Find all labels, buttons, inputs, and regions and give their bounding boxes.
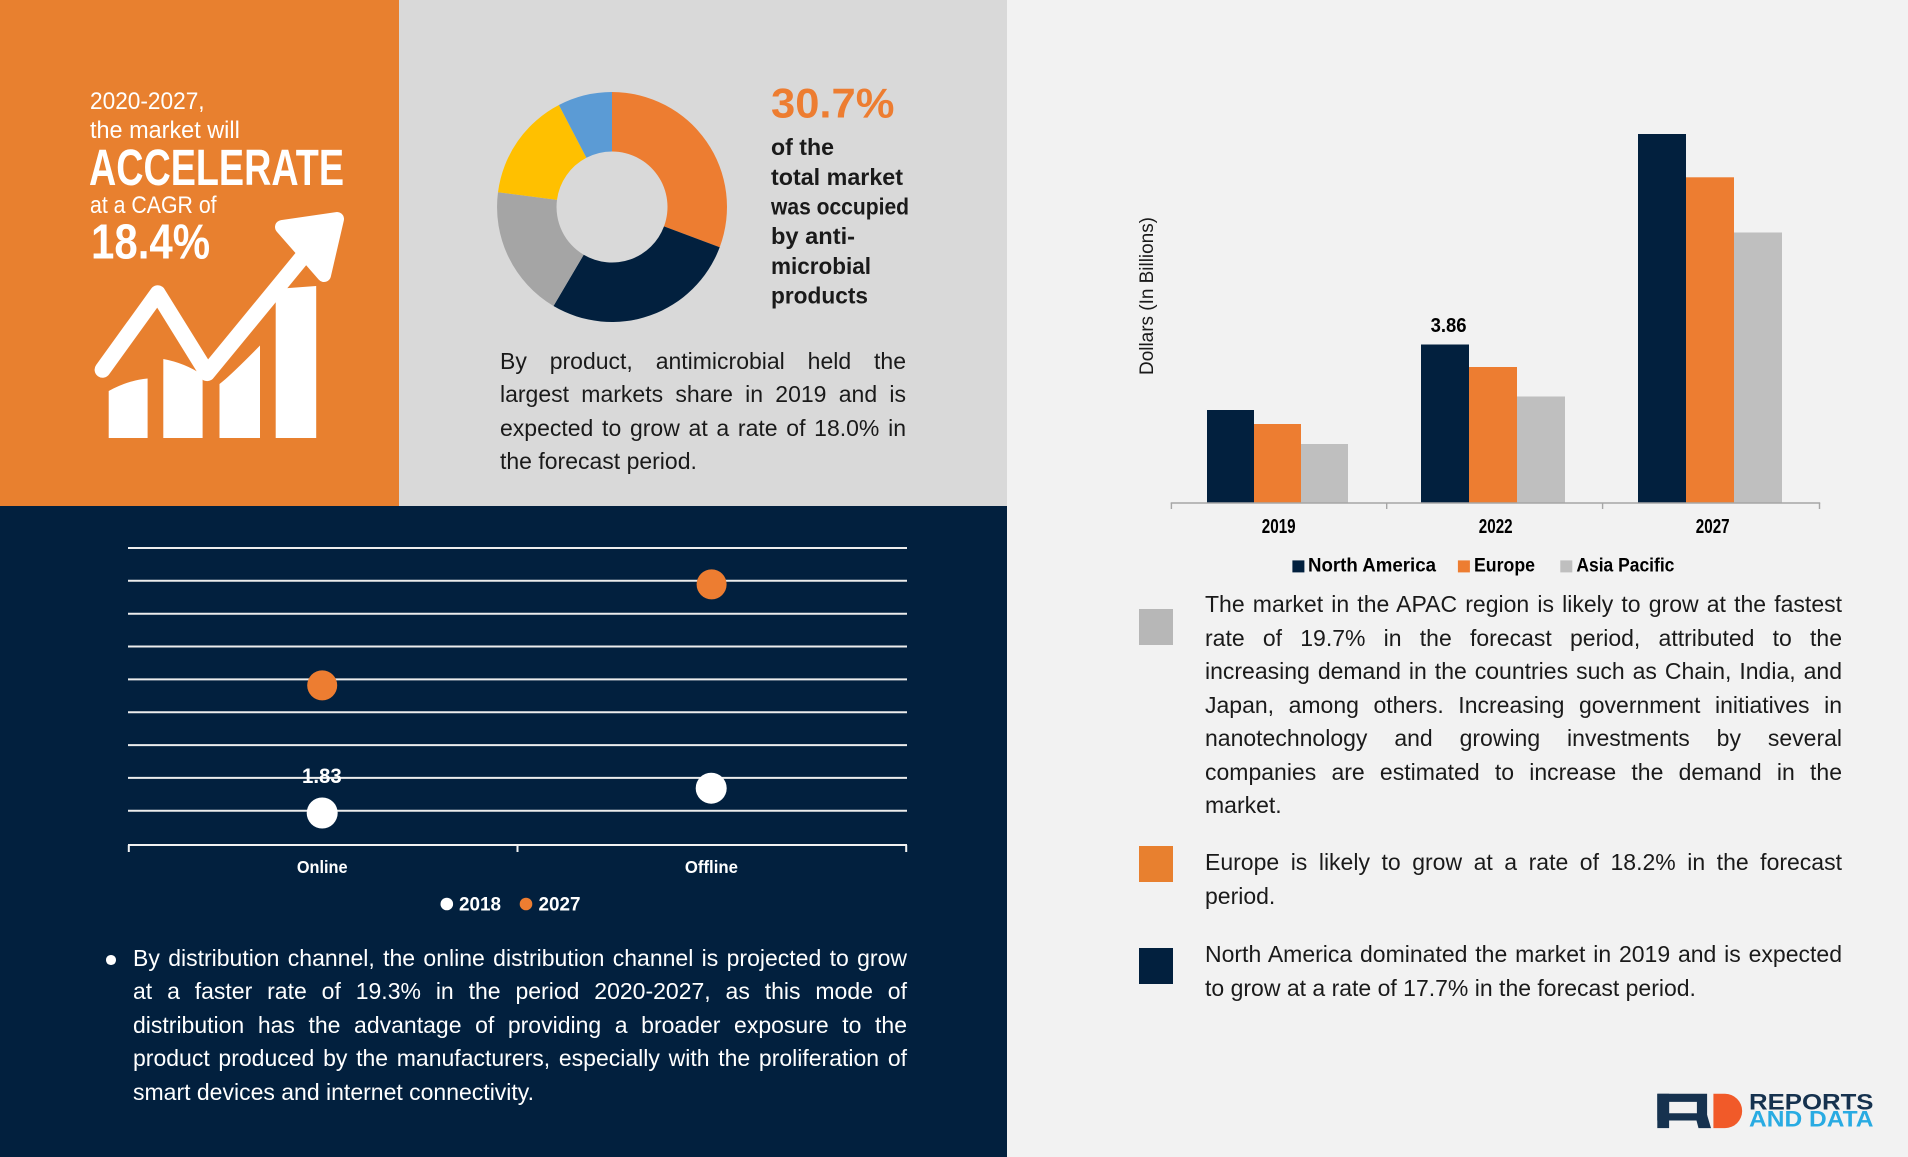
svg-text:at a CAGR of: at a CAGR of [90, 192, 217, 219]
svg-text:2019: 2019 [1262, 516, 1296, 538]
svg-text:Asia Pacific: Asia Pacific [1576, 555, 1674, 576]
svg-text:18.4%: 18.4% [91, 216, 210, 270]
svg-text:AND DATA: AND DATA [1749, 1107, 1874, 1132]
svg-text:1.83: 1.83 [302, 765, 342, 788]
svg-text:the market will: the market will [90, 117, 240, 144]
svg-text:REPORTS: REPORTS [1749, 1089, 1874, 1114]
svg-text:by anti-: by anti- [771, 223, 855, 249]
svg-text:Europe: Europe [1474, 555, 1535, 576]
svg-text:Offline: Offline [685, 857, 738, 877]
svg-text:Online: Online [297, 857, 348, 877]
svg-text:total market: total market [771, 164, 903, 190]
svg-text:2022: 2022 [1479, 516, 1513, 538]
svg-text:2018: 2018 [459, 895, 501, 916]
svg-text:2020-2027,: 2020-2027, [90, 88, 205, 115]
svg-text:products: products [771, 283, 868, 309]
svg-text:30.7%: 30.7% [771, 79, 894, 126]
svg-text:ACCELERATE: ACCELERATE [89, 139, 344, 196]
svg-text:Dollars (In Billions): Dollars (In Billions) [1137, 217, 1158, 375]
svg-text:was occupied: was occupied [770, 194, 909, 220]
svg-text:2027: 2027 [1696, 516, 1730, 538]
svg-text:3.86: 3.86 [1431, 315, 1467, 337]
svg-text:North America: North America [1308, 555, 1436, 576]
svg-text:microbial: microbial [771, 253, 871, 279]
svg-text:2027: 2027 [539, 895, 581, 916]
svg-text:of the: of the [771, 134, 834, 160]
